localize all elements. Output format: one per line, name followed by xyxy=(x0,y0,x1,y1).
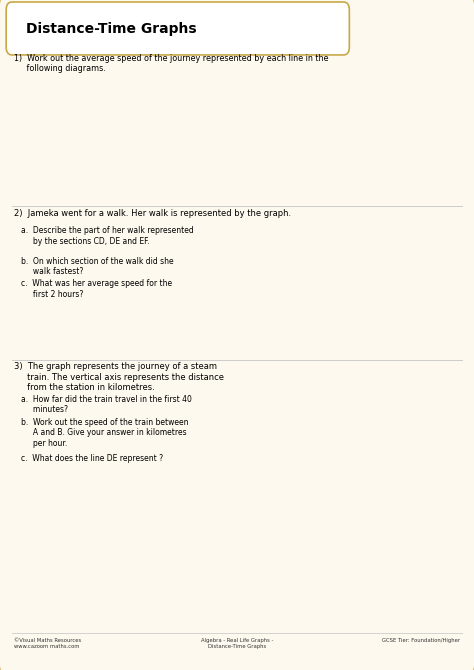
X-axis label: Time (hours): Time (hours) xyxy=(76,174,116,179)
Text: D: D xyxy=(354,466,359,470)
Text: C: C xyxy=(328,538,333,543)
Text: B: B xyxy=(303,527,308,532)
Text: a.  How far did the train travel in the first 40
     minutes?: a. How far did the train travel in the f… xyxy=(21,395,192,414)
Text: b.  Work out the speed of the train between
     A and B. Give your answer in ki: b. Work out the speed of the train betwe… xyxy=(21,418,189,448)
Text: b.  On which section of the walk did she
     walk fastest?: b. On which section of the walk did she … xyxy=(21,257,174,276)
Text: A: A xyxy=(215,605,220,610)
Text: 3)  The graph represents the journey of a steam
     train. The vertical axis re: 3) The graph represents the journey of a… xyxy=(14,362,224,392)
Text: D: D xyxy=(349,280,356,289)
Text: 2)  Jameka went for a walk. Her walk is represented by the graph.: 2) Jameka went for a walk. Her walk is r… xyxy=(14,209,292,218)
Text: C: C xyxy=(348,214,354,223)
Text: a.  Describe the part of her walk represented
     by the sections CD, DE and EF: a. Describe the part of her walk represe… xyxy=(21,226,194,246)
Text: E: E xyxy=(363,466,366,470)
Y-axis label: Distance (km): Distance (km) xyxy=(19,94,24,139)
Text: c.  What does the line DE represent ?: c. What does the line DE represent ? xyxy=(21,454,164,462)
X-axis label: Time (seconds): Time (seconds) xyxy=(210,174,257,179)
Y-axis label: Distance (km): Distance (km) xyxy=(208,497,213,541)
Y-axis label: Distance from home (km): Distance from home (km) xyxy=(221,234,226,316)
Text: ©Visual Maths Resources
www.cazoom maths.com: ©Visual Maths Resources www.cazoom maths… xyxy=(14,638,82,649)
Text: GCSE Tier: Foundation/Higher: GCSE Tier: Foundation/Higher xyxy=(382,638,460,643)
Y-axis label: Distance (miles): Distance (miles) xyxy=(298,91,303,143)
Text: F: F xyxy=(458,605,462,610)
Text: F: F xyxy=(431,341,436,350)
X-axis label: Time (hours): Time (hours) xyxy=(325,349,369,356)
X-axis label: Time (hours): Time (hours) xyxy=(351,174,391,179)
Text: c.  What was her average speed for the
     first 2 hours?: c. What was her average speed for the fi… xyxy=(21,279,173,299)
Y-axis label: Distance (m): Distance (m) xyxy=(157,96,162,137)
Text: E: E xyxy=(377,267,382,276)
Text: A: A xyxy=(246,341,252,350)
FancyBboxPatch shape xyxy=(6,2,349,55)
Text: Algebra - Real Life Graphs -
Distance-Time Graphs: Algebra - Real Life Graphs - Distance-Ti… xyxy=(201,638,273,649)
Text: B: B xyxy=(318,214,323,223)
Text: 1)  Work out the average speed of the journey represented by each line in the
  : 1) Work out the average speed of the jou… xyxy=(14,54,329,73)
X-axis label: Journey time (minutes): Journey time (minutes) xyxy=(305,608,377,613)
Text: Distance-Time Graphs: Distance-Time Graphs xyxy=(26,22,197,36)
